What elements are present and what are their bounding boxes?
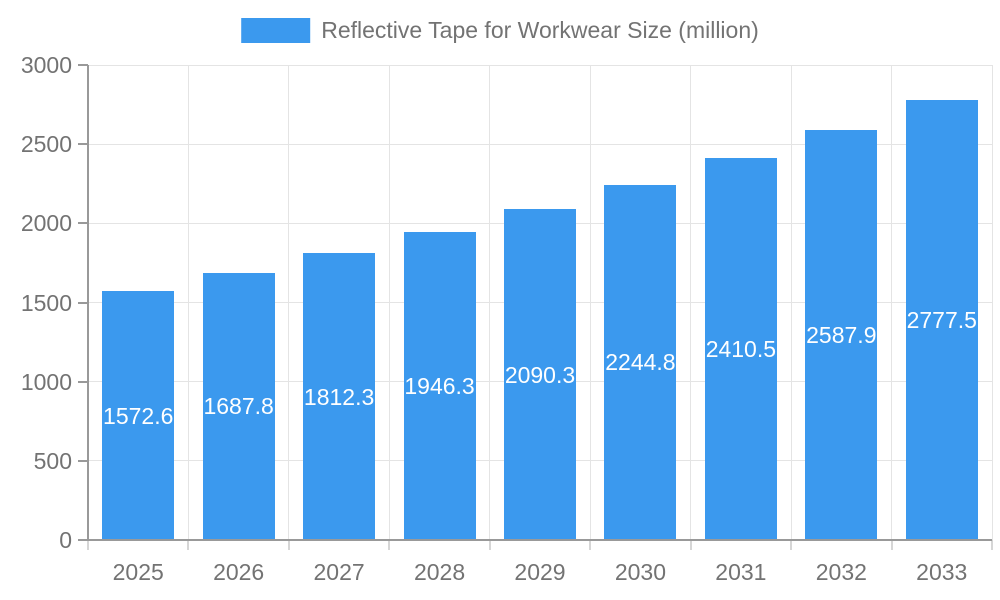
x-gridline <box>790 65 792 540</box>
x-gridline <box>891 65 893 540</box>
y-gridline <box>88 143 992 145</box>
bar <box>102 291 175 540</box>
y-axis-line <box>87 65 89 541</box>
y-tick-mark <box>78 143 88 146</box>
bar-value-label: 2777.5 <box>906 307 977 334</box>
y-tick-mark <box>78 539 88 541</box>
bar-value-label: 1572.6 <box>103 402 174 429</box>
bar-value-label: 1812.3 <box>303 383 375 410</box>
x-gridline <box>589 65 591 540</box>
bar <box>303 253 376 540</box>
bar <box>805 130 878 540</box>
x-gridline <box>187 65 189 540</box>
y-axis-tick-label: 500 <box>33 447 72 474</box>
bar <box>403 231 476 540</box>
bar-value-label: 2244.8 <box>605 349 676 376</box>
x-gridline <box>489 65 491 540</box>
y-tick-mark <box>78 301 88 304</box>
x-axis-line <box>87 539 992 541</box>
x-tick-mark <box>890 540 893 550</box>
y-tick-mark <box>78 380 88 383</box>
x-axis-tick-label: 2031 <box>715 559 767 585</box>
x-gridline <box>388 65 390 540</box>
bar <box>202 272 275 540</box>
x-tick-mark <box>790 540 793 550</box>
x-tick-mark <box>488 540 491 550</box>
y-axis-tick-label: 0 <box>59 527 72 553</box>
y-tick-mark <box>78 222 88 225</box>
y-axis-tick-label: 3000 <box>20 52 72 78</box>
bar <box>905 100 978 540</box>
y-tick-mark <box>78 459 88 462</box>
x-axis-tick-label: 2026 <box>213 559 265 585</box>
chart-legend-item[interactable]: Reflective Tape for Workwear Size (milli… <box>241 17 759 43</box>
bar-value-label: 2587.9 <box>806 322 877 349</box>
legend-swatch <box>241 17 311 43</box>
x-tick-mark <box>388 540 391 550</box>
x-axis-tick-label: 2025 <box>112 559 164 585</box>
bar <box>504 209 576 540</box>
x-axis-tick-label: 2030 <box>614 559 667 585</box>
y-axis-tick-label: 1500 <box>20 289 72 316</box>
x-gridline <box>991 65 993 540</box>
x-axis-tick-label: 2027 <box>313 559 365 585</box>
x-tick-mark <box>991 540 993 550</box>
bar-value-label: 2090.3 <box>504 361 576 388</box>
legend-label: Reflective Tape for Workwear Size (milli… <box>321 17 759 43</box>
x-axis-tick-label: 2029 <box>514 559 566 585</box>
x-gridline <box>690 65 692 540</box>
bar <box>704 158 777 540</box>
bar-value-label: 2410.5 <box>705 336 777 363</box>
x-gridline <box>288 65 290 540</box>
y-gridline <box>88 64 992 66</box>
x-tick-mark <box>287 540 290 550</box>
x-axis-tick-label: 2028 <box>413 559 466 585</box>
x-tick-mark <box>589 540 592 550</box>
bar-value-label: 1946.3 <box>404 372 475 399</box>
bar-value-label: 1687.8 <box>203 393 274 420</box>
x-axis-tick-label: 2033 <box>916 559 968 585</box>
x-axis-tick-label: 2032 <box>815 559 867 585</box>
x-tick-mark <box>87 540 89 550</box>
x-tick-mark <box>689 540 692 550</box>
y-tick-mark <box>78 64 88 66</box>
y-axis-tick-label: 2000 <box>20 210 72 237</box>
bar <box>604 184 677 540</box>
x-tick-mark <box>187 540 190 550</box>
y-axis-tick-label: 2500 <box>20 131 72 158</box>
y-axis-tick-label: 1000 <box>20 368 72 395</box>
